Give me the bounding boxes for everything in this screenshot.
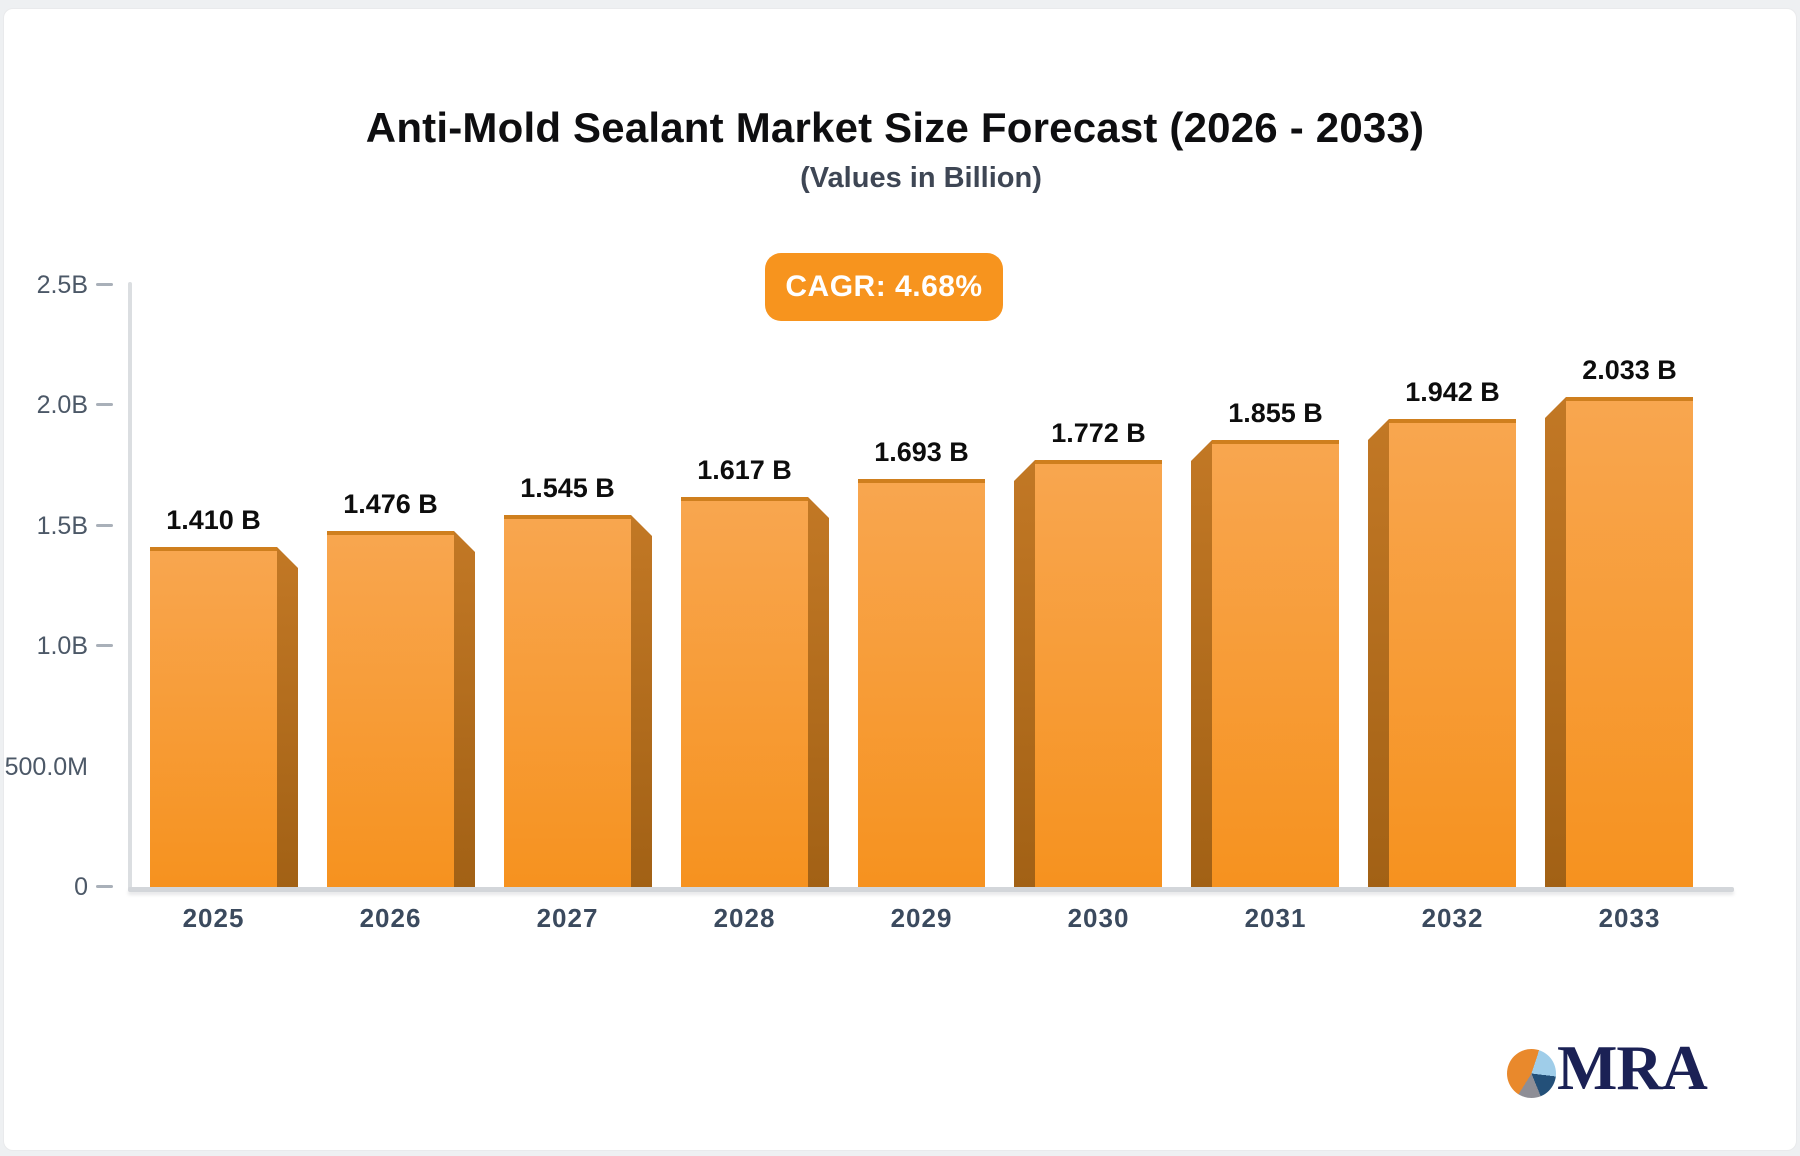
bar-side-face bbox=[1545, 397, 1566, 887]
bar-face bbox=[1389, 419, 1516, 887]
mra-logo: MRA bbox=[1507, 1032, 1708, 1103]
y-axis-tick-label: 2.0B bbox=[36, 391, 88, 419]
x-axis-line bbox=[128, 887, 1734, 892]
bar-value-label: 1.693 B bbox=[874, 437, 969, 467]
y-axis-tick-label: 1.0B bbox=[36, 632, 88, 660]
bar-value-label: 1.410 B bbox=[166, 505, 261, 535]
bar-side-face bbox=[631, 515, 652, 887]
bar-group bbox=[1368, 419, 1516, 887]
bar-face bbox=[681, 497, 808, 887]
y-axis-tick-label: 1.5B bbox=[36, 511, 88, 540]
bar-value-label: 2.033 B bbox=[1582, 355, 1677, 385]
bar-side-face bbox=[1368, 419, 1389, 887]
x-axis-label: 2031 bbox=[1244, 903, 1307, 933]
bar-group bbox=[150, 547, 298, 887]
chart-subtitle: (Values in Billion) bbox=[800, 162, 1042, 194]
y-axis-line bbox=[128, 282, 132, 890]
x-axis-label: 2029 bbox=[890, 903, 953, 933]
bar-group bbox=[1191, 440, 1339, 887]
bar-face bbox=[858, 479, 985, 887]
bar-group bbox=[1545, 397, 1693, 887]
y-axis-tick-label: 2.5B bbox=[36, 270, 88, 299]
y-axis-tick-dash-icon bbox=[96, 403, 113, 406]
bar-face bbox=[1212, 440, 1339, 887]
bar-value-label: 1.942 B bbox=[1405, 377, 1500, 407]
bar-side-face bbox=[808, 497, 829, 887]
x-axis-label: 2032 bbox=[1421, 903, 1484, 933]
x-axis-label: 2028 bbox=[713, 903, 776, 933]
bar-face bbox=[1035, 460, 1162, 887]
bar-value-label: 1.476 B bbox=[343, 489, 438, 519]
bar-value-label: 1.545 B bbox=[520, 473, 615, 503]
cagr-badge: CAGR: 4.68% bbox=[765, 253, 1003, 321]
x-axis-label: 2027 bbox=[536, 903, 599, 933]
x-axis-label: 2025 bbox=[182, 903, 245, 933]
bar-group bbox=[327, 531, 475, 887]
bar-face bbox=[1566, 397, 1693, 887]
mra-logo-text: MRA bbox=[1557, 1032, 1708, 1103]
bar-side-face bbox=[1191, 440, 1212, 887]
bar-face bbox=[150, 547, 277, 887]
y-axis-tick-dash-icon bbox=[96, 523, 113, 527]
y-axis-tick-label: 0 bbox=[74, 873, 88, 901]
mra-logo-pie-icon bbox=[1507, 1048, 1556, 1098]
bar-value-label: 1.855 B bbox=[1228, 398, 1323, 428]
bar-side-face bbox=[454, 531, 475, 887]
chart-title: Anti-Mold Sealant Market Size Forecast (… bbox=[365, 104, 1425, 151]
x-axis-label: 2026 bbox=[359, 903, 422, 933]
y-axis-tick-dash-icon bbox=[96, 282, 113, 286]
bar-side-face bbox=[277, 547, 298, 887]
y-axis-tick-label: 500.0M bbox=[4, 752, 88, 781]
bar-value-label: 1.617 B bbox=[697, 455, 792, 485]
bar-value-label: 1.772 B bbox=[1051, 418, 1146, 448]
y-axis-tick-dash-icon bbox=[96, 644, 113, 647]
bar-group bbox=[504, 515, 652, 887]
bar-group bbox=[1014, 460, 1162, 887]
bar-group bbox=[858, 479, 985, 887]
x-axis-label: 2030 bbox=[1067, 903, 1130, 933]
bar-group bbox=[681, 497, 829, 887]
bar-face bbox=[327, 531, 454, 887]
bar-face bbox=[504, 515, 631, 887]
x-axis-label: 2033 bbox=[1598, 903, 1661, 933]
y-axis-tick-dash-icon bbox=[96, 885, 113, 888]
bar-side-face bbox=[1014, 460, 1035, 887]
